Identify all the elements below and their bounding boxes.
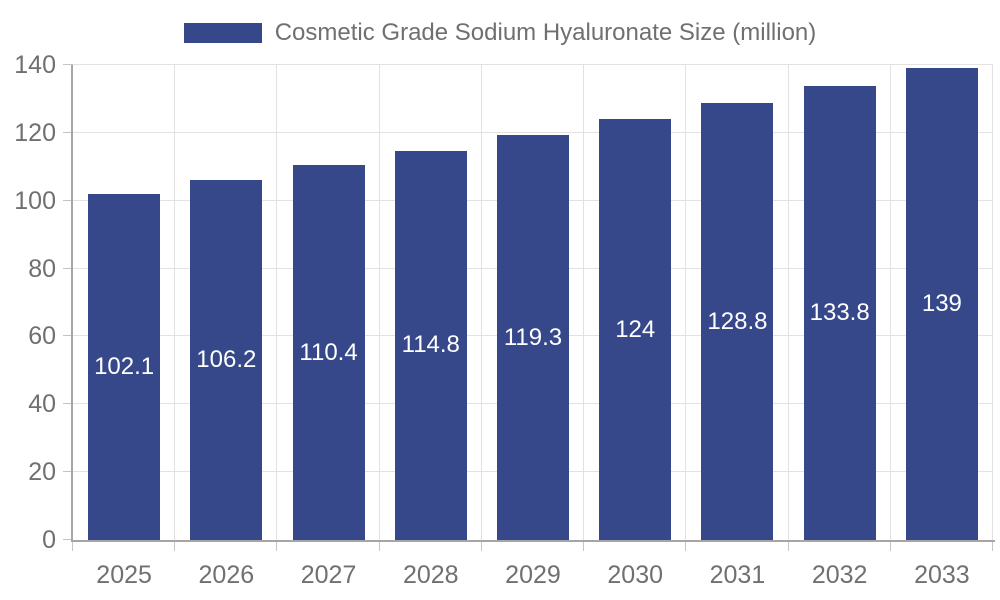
x-tick-label: 2031 — [709, 561, 766, 589]
bar[interactable] — [701, 103, 774, 540]
x-tick-label: 2027 — [300, 561, 357, 589]
x-tick-label: 2028 — [402, 561, 459, 589]
y-tick-label: 40 — [28, 390, 56, 419]
y-tick-mark — [63, 403, 73, 405]
y-tick-mark — [63, 539, 73, 540]
bar-value-label: 106.2 — [196, 345, 257, 373]
bar[interactable] — [599, 119, 672, 540]
gridline-vertical — [992, 65, 993, 540]
legend-label: Cosmetic Grade Sodium Hyaluronate Size (… — [274, 19, 817, 46]
y-tick-label: 60 — [28, 322, 56, 351]
legend[interactable]: Cosmetic Grade Sodium Hyaluronate Size (… — [0, 16, 1000, 50]
x-tick-label: 2025 — [96, 561, 152, 589]
bar-value-label: 110.4 — [299, 338, 358, 366]
x-tick-mark — [889, 542, 891, 551]
bar-value-label: 114.8 — [401, 331, 460, 359]
bar[interactable] — [394, 150, 467, 540]
x-tick-label: 2029 — [505, 561, 561, 589]
y-tick-mark — [63, 199, 73, 201]
gridline-vertical — [583, 65, 585, 540]
gridline-vertical — [276, 65, 278, 540]
x-tick-mark — [583, 542, 585, 551]
gridline-horizontal — [73, 131, 993, 133]
x-tick-mark — [787, 542, 789, 551]
y-tick-label: 120 — [14, 118, 56, 147]
bar[interactable] — [497, 135, 569, 540]
legend-swatch-icon — [183, 23, 262, 43]
x-tick-mark — [685, 542, 687, 551]
y-tick-mark — [63, 267, 73, 269]
y-tick-label: 80 — [28, 254, 56, 283]
bar-value-label: 128.8 — [707, 307, 768, 335]
gridline-vertical — [174, 65, 176, 540]
bar-value-label: 139 — [921, 290, 962, 318]
y-tick-label: 140 — [14, 51, 56, 79]
y-tick-mark — [63, 335, 73, 337]
x-tick-mark — [276, 542, 278, 551]
bar[interactable] — [292, 165, 365, 540]
x-tick-mark — [992, 542, 993, 551]
bar-value-label: 124 — [615, 315, 656, 343]
gridline-vertical — [685, 65, 687, 540]
bar[interactable] — [190, 179, 263, 540]
x-tick-mark — [72, 542, 73, 551]
x-tick-mark — [174, 542, 176, 551]
x-tick-label: 2030 — [607, 561, 664, 589]
y-tick-label: 100 — [14, 186, 56, 215]
y-tick-label: 20 — [28, 458, 56, 487]
bar[interactable] — [88, 193, 161, 540]
bar[interactable] — [803, 86, 876, 540]
gridline-vertical — [378, 65, 380, 540]
y-tick-mark — [63, 471, 73, 473]
y-tick-mark — [63, 131, 73, 133]
x-axis-line — [71, 540, 995, 542]
bar-value-label: 102.1 — [94, 352, 155, 380]
x-tick-label: 2033 — [914, 561, 970, 589]
x-tick-mark — [378, 542, 380, 551]
gridline-horizontal — [73, 64, 993, 65]
x-tick-mark — [480, 542, 482, 551]
bar[interactable] — [905, 68, 978, 540]
y-axis-line — [71, 65, 73, 540]
gridline-vertical — [889, 65, 891, 540]
x-tick-label: 2032 — [811, 561, 868, 589]
gridline-vertical — [787, 65, 789, 540]
y-tick-mark — [63, 64, 73, 65]
y-tick-label: 0 — [42, 526, 56, 554]
gridline-vertical — [480, 65, 482, 540]
bar-value-label: 119.3 — [503, 323, 563, 351]
bar-value-label: 133.8 — [809, 299, 870, 327]
x-tick-label: 2026 — [198, 561, 255, 589]
